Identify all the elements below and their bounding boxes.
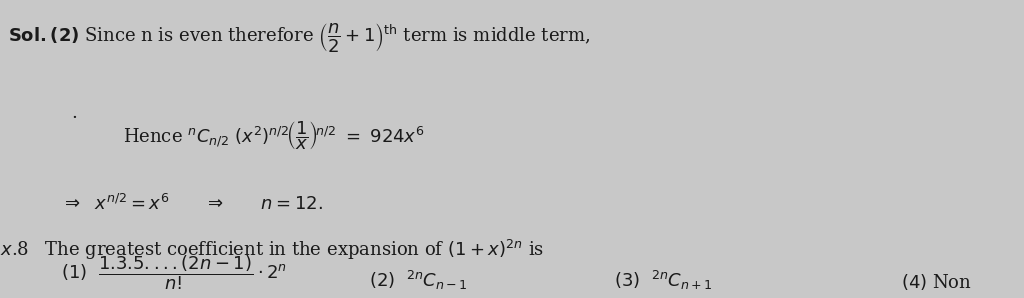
Text: $(2)\ \ {}^{2n}C_{n-1}$: $(2)\ \ {}^{2n}C_{n-1}$ (369, 269, 467, 292)
Text: .: . (72, 104, 78, 122)
Text: Hence ${}^{n}C_{n/2}\ (x^{2})^{n/2}\!\left(\dfrac{1}{x}\right)^{\!n/2}\ =\ 924x^: Hence ${}^{n}C_{n/2}\ (x^{2})^{n/2}\!\le… (123, 119, 425, 152)
Text: $\bf{Sol.(2)}$ Since n is even therefore $\left(\dfrac{n}{2}+1\right)^{\rm th}$ : $\bf{Sol.(2)}$ Since n is even therefore… (8, 21, 591, 54)
Text: $\Rightarrow\ \ x^{n/2} = x^{6}\qquad\Rightarrow\qquad n = 12.$: $\Rightarrow\ \ x^{n/2} = x^{6}\qquad\Ri… (61, 194, 324, 214)
Text: $(1)\ \ \dfrac{1.3.5....(2n-1)}{n!}\cdot 2^{n}$: $(1)\ \ \dfrac{1.3.5....(2n-1)}{n!}\cdot… (61, 253, 288, 292)
Text: $x$.8   The greatest coefficient in the expansion of $(1 + x)^{2n}$ is: $x$.8 The greatest coefficient in the ex… (0, 238, 544, 263)
Text: $(4)$ Non: $(4)$ Non (901, 272, 972, 292)
Text: $(3)\ \ {}^{2n}C_{n+1}$: $(3)\ \ {}^{2n}C_{n+1}$ (614, 269, 713, 292)
